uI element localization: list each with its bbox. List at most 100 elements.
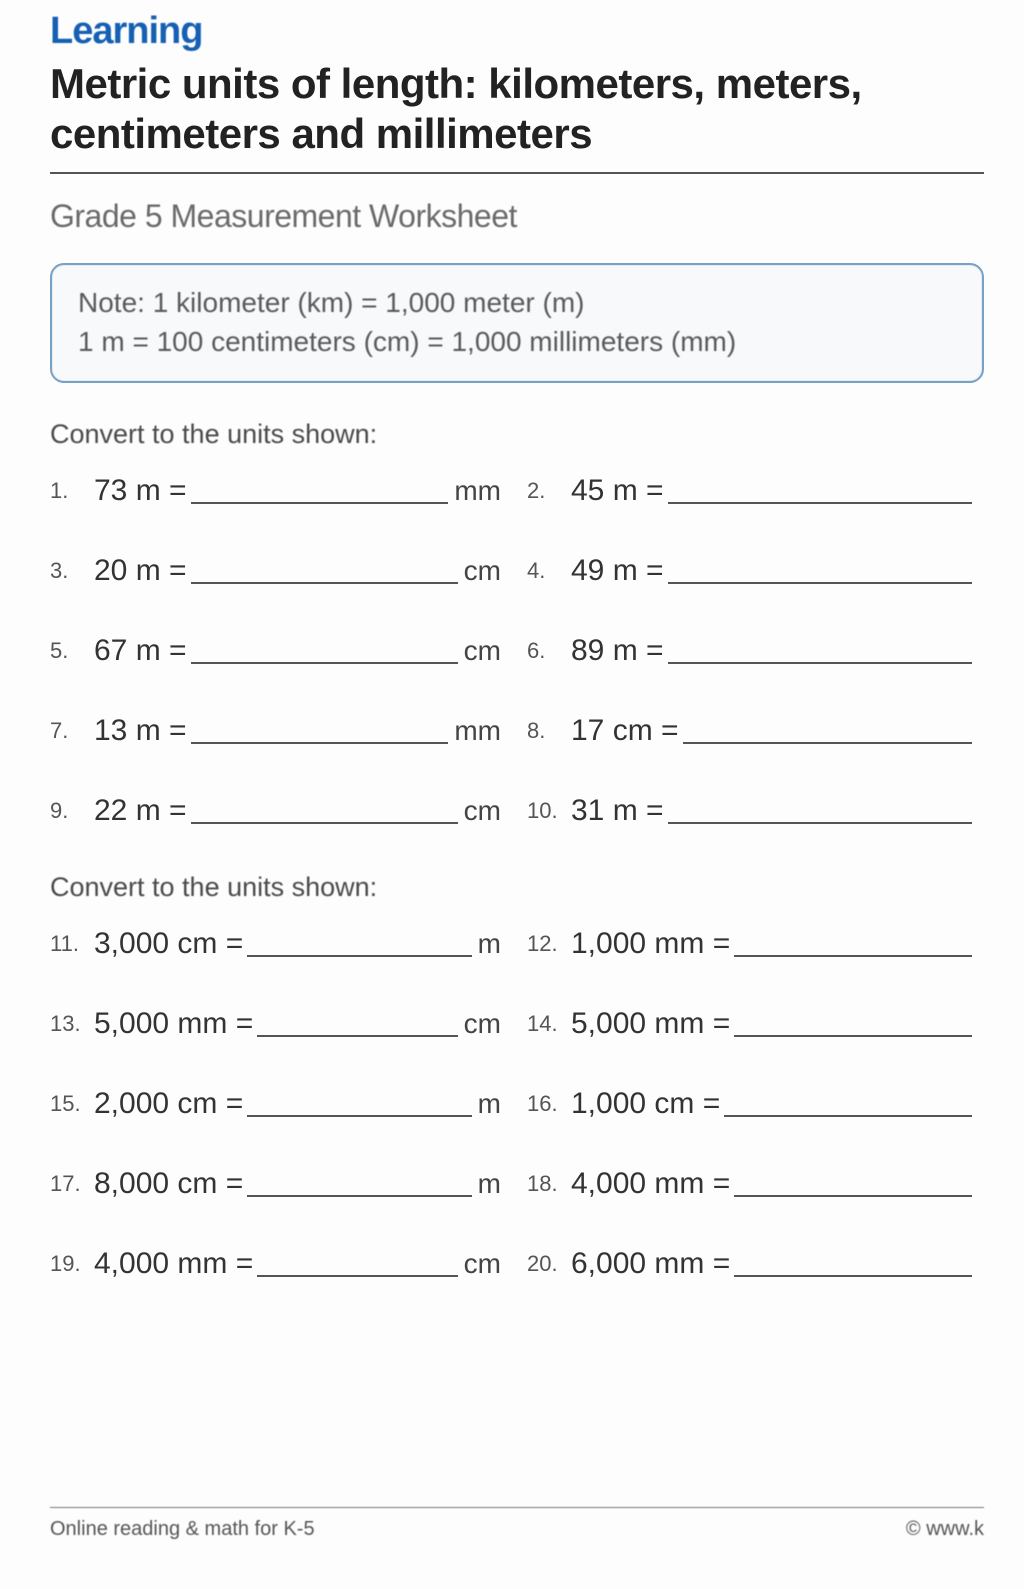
answer-blank[interactable] — [668, 822, 972, 824]
answer-blank[interactable] — [257, 1275, 457, 1277]
problem-row: 3. 20 m = cm — [50, 554, 507, 588]
problem-lhs: 1,000 mm = — [571, 927, 730, 961]
problem-number: 19. — [50, 1251, 94, 1281]
problem-number: 3. — [50, 558, 94, 588]
problem-number: 4. — [527, 558, 571, 588]
answer-blank[interactable] — [191, 742, 449, 744]
problem-row: 15. 2,000 cm = m — [50, 1087, 507, 1121]
problem-unit: cm — [464, 1248, 501, 1281]
problem-number: 9. — [50, 798, 94, 828]
problem-number: 5. — [50, 638, 94, 668]
problem-unit: cm — [464, 635, 501, 668]
note-line-2: 1 m = 100 centimeters (cm) = 1,000 milli… — [78, 322, 956, 361]
answer-blank[interactable] — [668, 582, 972, 584]
problem-lhs: 8,000 cm = — [94, 1167, 243, 1201]
problem-row: 4. 49 m = — [527, 554, 984, 588]
problem-unit: cm — [464, 1008, 501, 1041]
page-footer: Online reading & math for K-5 © www.k — [50, 1507, 984, 1541]
problem-unit: m — [478, 1168, 501, 1201]
problem-lhs: 49 m = — [571, 554, 664, 588]
problem-unit: m — [478, 1088, 501, 1121]
answer-blank[interactable] — [247, 955, 471, 957]
problem-row: 9. 22 m = cm — [50, 794, 507, 828]
problem-number: 14. — [527, 1011, 571, 1041]
title-rule — [50, 172, 984, 174]
problem-unit: cm — [464, 555, 501, 588]
answer-blank[interactable] — [191, 822, 458, 824]
problem-number: 7. — [50, 718, 94, 748]
problem-lhs: 5,000 mm = — [571, 1007, 730, 1041]
section1-problems: 1. 73 m = mm 2. 45 m = 3. 20 m = cm 4. 4… — [50, 474, 984, 828]
answer-blank[interactable] — [668, 662, 972, 664]
problem-number: 12. — [527, 931, 571, 961]
problem-lhs: 13 m = — [94, 714, 187, 748]
problem-unit: m — [478, 928, 501, 961]
answer-blank[interactable] — [683, 742, 972, 744]
problem-row: 11. 3,000 cm = m — [50, 927, 507, 961]
answer-blank[interactable] — [257, 1035, 457, 1037]
problem-lhs: 4,000 mm = — [94, 1247, 253, 1281]
answer-blank[interactable] — [191, 502, 449, 504]
worksheet-page: Learning Metric units of length: kilomet… — [0, 0, 1024, 1281]
problem-lhs: 45 m = — [571, 474, 664, 508]
problem-lhs: 1,000 cm = — [571, 1087, 720, 1121]
answer-blank[interactable] — [734, 1275, 972, 1277]
answer-blank[interactable] — [191, 662, 458, 664]
answer-blank[interactable] — [734, 1035, 972, 1037]
problem-row: 18. 4,000 mm = — [527, 1167, 984, 1201]
problem-number: 8. — [527, 718, 571, 748]
problem-row: 7. 13 m = mm — [50, 714, 507, 748]
problem-lhs: 73 m = — [94, 474, 187, 508]
problem-row: 13. 5,000 mm = cm — [50, 1007, 507, 1041]
problem-number: 6. — [527, 638, 571, 668]
note-line-1: Note: 1 kilometer (km) = 1,000 meter (m) — [78, 283, 956, 322]
problem-number: 1. — [50, 478, 94, 508]
problem-row: 14. 5,000 mm = — [527, 1007, 984, 1041]
problem-lhs: 4,000 mm = — [571, 1167, 730, 1201]
problem-lhs: 31 m = — [571, 794, 664, 828]
problem-lhs: 22 m = — [94, 794, 187, 828]
problem-number: 2. — [527, 478, 571, 508]
problem-number: 10. — [527, 798, 571, 828]
section2-heading: Convert to the units shown: — [50, 872, 984, 903]
problem-row: 2. 45 m = — [527, 474, 984, 508]
problem-row: 16. 1,000 cm = — [527, 1087, 984, 1121]
problem-lhs: 5,000 mm = — [94, 1007, 253, 1041]
answer-blank[interactable] — [668, 502, 972, 504]
footer-right: © www.k — [906, 1518, 984, 1541]
problem-lhs: 67 m = — [94, 634, 187, 668]
problem-lhs: 89 m = — [571, 634, 664, 668]
section1-heading: Convert to the units shown: — [50, 419, 984, 450]
problem-row: 6. 89 m = — [527, 634, 984, 668]
problem-number: 11. — [50, 931, 94, 961]
problem-number: 20. — [527, 1251, 571, 1281]
problem-lhs: 6,000 mm = — [571, 1247, 730, 1281]
footer-left: Online reading & math for K-5 — [50, 1518, 315, 1541]
problem-lhs: 17 cm = — [571, 714, 679, 748]
problem-row: 12. 1,000 mm = — [527, 927, 984, 961]
problem-lhs: 3,000 cm = — [94, 927, 243, 961]
answer-blank[interactable] — [247, 1195, 471, 1197]
problem-number: 13. — [50, 1011, 94, 1041]
problem-number: 15. — [50, 1091, 94, 1121]
problem-row: 1. 73 m = mm — [50, 474, 507, 508]
page-title: Metric units of length: kilometers, mete… — [50, 59, 984, 158]
note-box: Note: 1 kilometer (km) = 1,000 meter (m)… — [50, 263, 984, 383]
problem-row: 5. 67 m = cm — [50, 634, 507, 668]
answer-blank[interactable] — [724, 1115, 972, 1117]
answer-blank[interactable] — [247, 1115, 471, 1117]
problem-lhs: 20 m = — [94, 554, 187, 588]
problem-row: 17. 8,000 cm = m — [50, 1167, 507, 1201]
problem-row: 20. 6,000 mm = — [527, 1247, 984, 1281]
problem-number: 18. — [527, 1171, 571, 1201]
brand-fragment: Learning — [50, 10, 984, 53]
answer-blank[interactable] — [734, 1195, 972, 1197]
problem-number: 17. — [50, 1171, 94, 1201]
problem-row: 8. 17 cm = — [527, 714, 984, 748]
problem-row: 10. 31 m = — [527, 794, 984, 828]
problem-unit: mm — [454, 715, 501, 748]
problem-unit: cm — [464, 795, 501, 828]
answer-blank[interactable] — [191, 582, 458, 584]
answer-blank[interactable] — [734, 955, 972, 957]
problem-row: 19. 4,000 mm = cm — [50, 1247, 507, 1281]
